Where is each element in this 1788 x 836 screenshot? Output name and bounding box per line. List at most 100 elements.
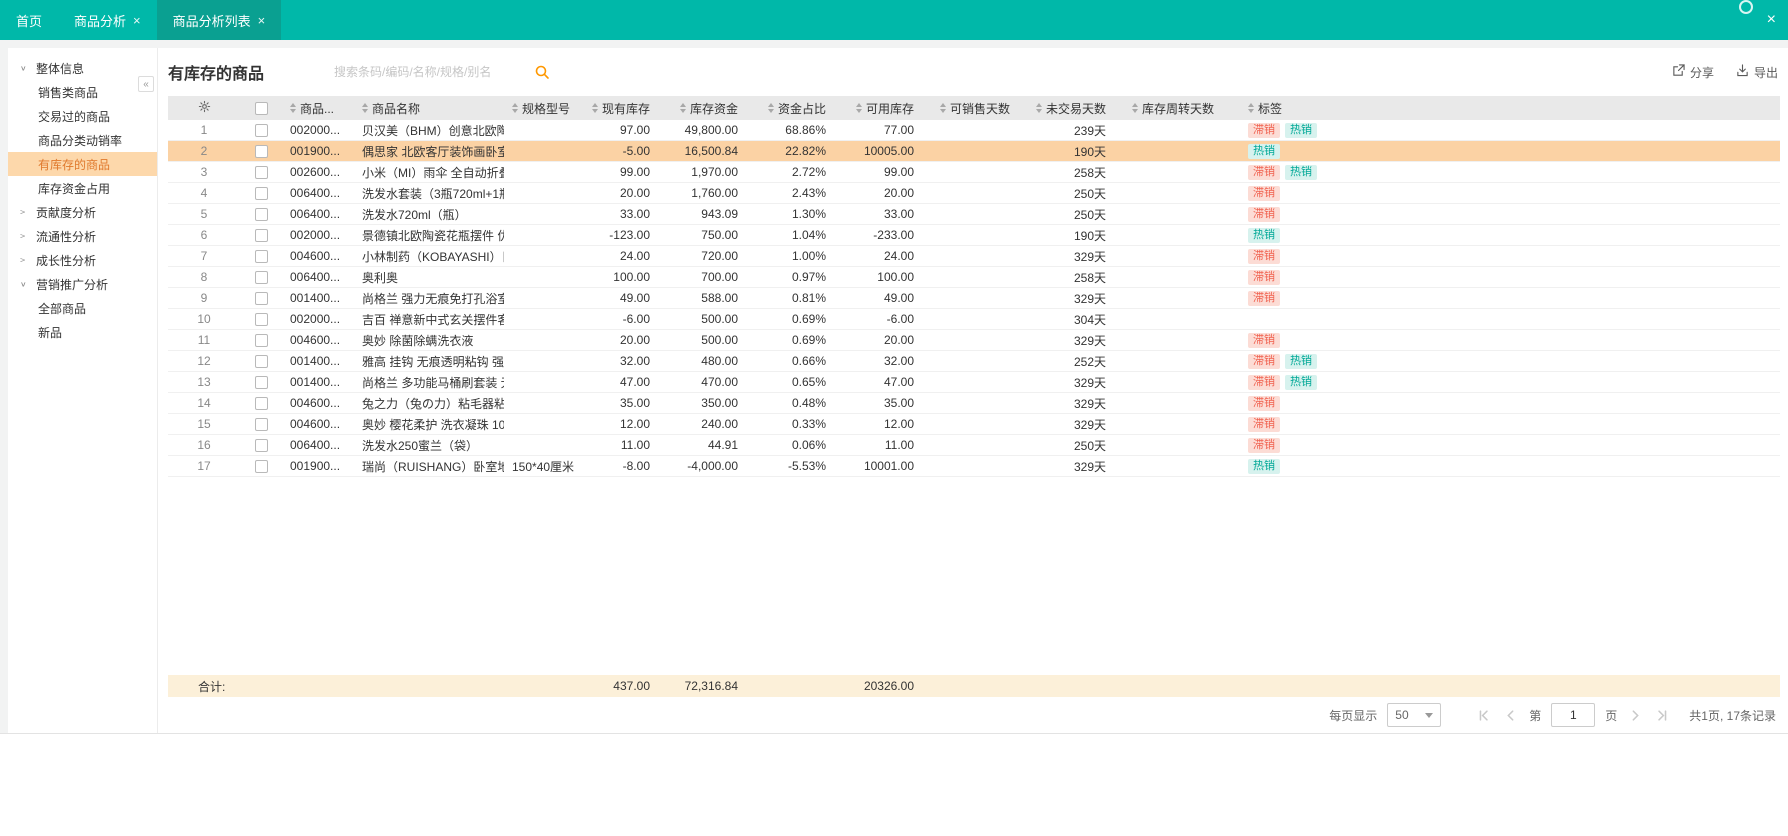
sort-icon: [679, 103, 686, 113]
row-checkbox[interactable]: [254, 291, 268, 305]
table-row[interactable]: 2 001900... 偶思家 北欧客厅装饰画卧室 -5.00 16,500.84 22.…: [168, 141, 1780, 162]
table-row[interactable]: 14 004600... 兔之力（兔の力）粘毛器粘 35.00 350.00 0.48% 3…: [168, 393, 1780, 414]
column-header[interactable]: 商品...: [282, 96, 354, 120]
cell-stock: 32.00: [588, 351, 676, 371]
table-row[interactable]: 12 001400... 雅高 挂钩 无痕透明粘钩 强 32.00 480.00 0.66…: [168, 351, 1780, 372]
sidebar-item[interactable]: 销售类商品: [8, 80, 157, 104]
table-row[interactable]: 5 006400... 洗发水720ml（瓶） 33.00 943.09 1.30% 33.…: [168, 204, 1780, 225]
column-header[interactable]: 未交易天数: [1036, 96, 1132, 120]
search-icon[interactable]: [534, 64, 550, 80]
cell-available: 12.00: [852, 414, 940, 434]
row-checkbox[interactable]: [254, 165, 268, 179]
row-checkbox[interactable]: [254, 312, 268, 326]
table-row[interactable]: 3 002600... 小米（MI）雨伞 全自动折叠 99.00 1,970.00 2.7…: [168, 162, 1780, 183]
row-index-value: 6: [200, 228, 208, 242]
cell-value: 1,760.00: [691, 186, 738, 200]
sidebar-item[interactable]: 全部商品: [8, 296, 157, 320]
sidebar-item[interactable]: 商品分类动销率: [8, 128, 157, 152]
column-header[interactable]: 可用库存: [852, 96, 940, 120]
row-checkbox[interactable]: [254, 270, 268, 284]
table-row[interactable]: 15 004600... 奥妙 樱花柔护 洗衣凝珠 10 12.00 240.00 0.3…: [168, 414, 1780, 435]
page-size-select[interactable]: 50: [1387, 703, 1442, 727]
row-index: 5: [168, 204, 240, 224]
tab-close-icon[interactable]: ×: [257, 12, 266, 28]
tab-1[interactable]: 首页: [0, 0, 58, 40]
row-checkbox[interactable]: [254, 438, 268, 452]
table-row[interactable]: 7 004600... 小林制药（KOBAYASHI）日 24.00 720.00 1.0…: [168, 246, 1780, 267]
row-checkbox[interactable]: [254, 417, 268, 431]
sidebar-item[interactable]: > 成长性分析: [8, 248, 157, 272]
row-checkbox[interactable]: [254, 396, 268, 410]
table-row[interactable]: 8 006400... 奥利奥 100.00 700.00 0.97% 100.00 258天…: [168, 267, 1780, 288]
row-select-cell: [240, 393, 282, 413]
row-index: 7: [168, 246, 240, 266]
column-header[interactable]: 库存资金: [676, 96, 764, 120]
cell-code: 002600...: [282, 162, 354, 182]
column-header[interactable]: 资金占比: [764, 96, 852, 120]
row-checkbox[interactable]: [254, 333, 268, 347]
row-index-value: 4: [200, 186, 208, 200]
cell-value: 0.06%: [791, 438, 826, 452]
cell-tags: 滞销: [1240, 288, 1780, 308]
table-row[interactable]: 17 001900... 瑞尚（RUISHANG）卧室地 150*40厘米 -8.00 -…: [168, 456, 1780, 477]
cell-value: 006400...: [290, 186, 341, 200]
sidebar-item[interactable]: 库存资金占用: [8, 176, 157, 200]
cell-name: 偶思家 北欧客厅装饰画卧室: [354, 141, 504, 161]
search-input[interactable]: [334, 65, 525, 79]
select-all-checkbox[interactable]: [254, 101, 268, 115]
sidebar-item[interactable]: 有库存的商品: [8, 152, 157, 176]
column-header[interactable]: 库存周转天数: [1132, 96, 1240, 120]
table-row[interactable]: 13 001400... 尚格兰 多功能马桶刷套装 无 47.00 470.00 0.65…: [168, 372, 1780, 393]
column-header[interactable]: 可销售天数: [940, 96, 1036, 120]
column-header[interactable]: 商品名称: [354, 96, 504, 120]
sidebar-collapse-button[interactable]: «: [138, 76, 154, 92]
tab-3[interactable]: 商品分析列表 ×: [156, 0, 282, 40]
tab-close-icon[interactable]: ×: [133, 12, 141, 28]
cell-ratio: 0.81%: [764, 288, 852, 308]
tab-2[interactable]: 商品分析 ×: [58, 0, 157, 40]
row-checkbox[interactable]: [254, 249, 268, 263]
cell-spec: [504, 351, 588, 371]
prev-page-button[interactable]: [1502, 709, 1519, 722]
row-checkbox[interactable]: [254, 144, 268, 158]
sidebar-item[interactable]: 新品: [8, 320, 157, 344]
row-checkbox[interactable]: [254, 207, 268, 221]
table-row[interactable]: 6 002000... 景德镇北欧陶瓷花瓶摆件 优 -123.00 750.00 1.04…: [168, 225, 1780, 246]
cell-fund: 750.00: [676, 225, 764, 245]
column-header[interactable]: 规格型号: [504, 96, 588, 120]
cell-code: 001900...: [282, 141, 354, 161]
cell-turnover_days: [1132, 393, 1240, 413]
row-checkbox[interactable]: [254, 354, 268, 368]
sidebar-item[interactable]: ∨ 整体信息: [8, 56, 157, 80]
column-header[interactable]: 现有库存: [588, 96, 676, 120]
table-row[interactable]: 11 004600... 奥妙 除菌除螨洗衣液 20.00 500.00 0.69% 20.…: [168, 330, 1780, 351]
row-checkbox[interactable]: [254, 228, 268, 242]
table-row[interactable]: 10 002000... 吉百 禅意新中式玄关摆件客 -6.00 500.00 0.69%…: [168, 309, 1780, 330]
table-row[interactable]: 16 006400... 洗发水250蜜兰（袋） 11.00 44.91 0.06% 11.…: [168, 435, 1780, 456]
sidebar-item[interactable]: ∨ 营销推广分析: [8, 272, 157, 296]
export-button[interactable]: 导出: [1736, 64, 1778, 81]
sidebar-item[interactable]: > 贡献度分析: [8, 200, 157, 224]
table-header-row: 商品... 商品名称 规格型号 现有库存 库存资金 资金占比 可用库存 可销售天数 未交易天数 库…: [168, 96, 1780, 120]
sidebar-item[interactable]: > 流通性分析: [8, 224, 157, 248]
page-size-label: 每页显示: [1329, 708, 1378, 723]
next-page-button[interactable]: [1627, 709, 1644, 722]
share-button[interactable]: 分享: [1672, 64, 1714, 81]
product-tag: 滞销: [1248, 374, 1280, 390]
table-settings-cell[interactable]: [168, 96, 240, 120]
sidebar-item[interactable]: 交易过的商品: [8, 104, 157, 128]
table-row[interactable]: 4 006400... 洗发水套装（3瓶720ml+1瓶 20.00 1,760.00 2…: [168, 183, 1780, 204]
table-row[interactable]: 1 002000... 贝汉美（BHM）创意北欧陶 97.00 49,800.00 68.…: [168, 120, 1780, 141]
row-checkbox[interactable]: [254, 459, 268, 473]
first-page-button[interactable]: [1475, 709, 1492, 722]
row-checkbox[interactable]: [254, 375, 268, 389]
table-row[interactable]: 9 001400... 尚格兰 强力无痕免打孔浴室 49.00 588.00 0.81% 4…: [168, 288, 1780, 309]
page-number-input[interactable]: [1551, 703, 1596, 727]
column-header[interactable]: 标签: [1240, 96, 1780, 120]
cell-name: 吉百 禅意新中式玄关摆件客: [354, 309, 504, 329]
cell-fund: 480.00: [676, 351, 764, 371]
close-window-icon[interactable]: ×: [1766, 11, 1776, 28]
row-checkbox[interactable]: [254, 123, 268, 137]
last-page-button[interactable]: [1654, 709, 1671, 722]
row-checkbox[interactable]: [254, 186, 268, 200]
